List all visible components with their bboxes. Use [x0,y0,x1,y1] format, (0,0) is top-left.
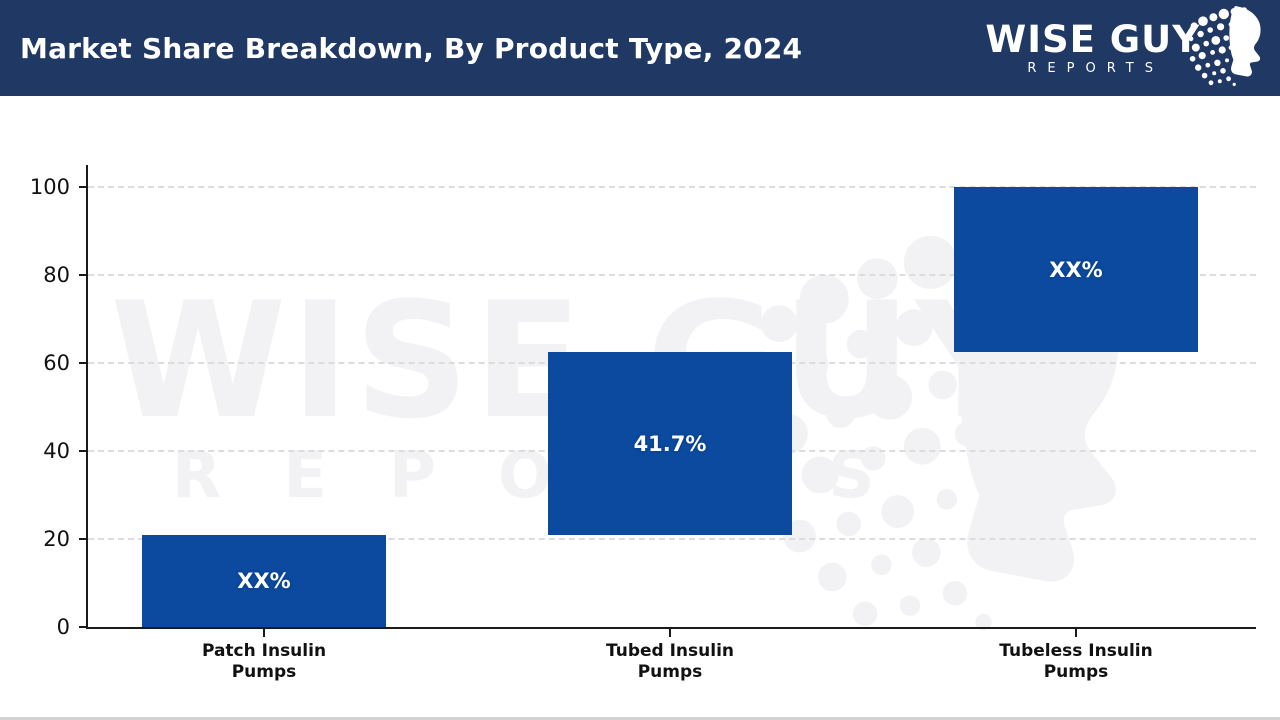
y-tick-label-100: 100 [29,175,70,199]
y-tick-label-80: 80 [43,263,70,287]
bottom-border [0,717,1280,720]
y-axis-line [86,165,88,629]
wise-guy-reports-logo: WISE GUY REPORTS [985,0,1272,96]
x-tick-1 [669,629,671,637]
logo-dot-head-icon [1188,6,1261,86]
y-tick-100 [79,186,88,188]
gridline-100 [88,186,1256,188]
bar-1 [548,352,792,536]
y-tick-20 [79,538,88,540]
gridline-20 [88,538,1256,540]
y-tick-label-40: 40 [43,439,70,463]
bar-value-label-2: XX% [1049,257,1103,282]
logo-wordmark: WISE GUY [985,18,1200,61]
bar-value-label-1: 41.7% [633,431,707,456]
y-tick-label-20: 20 [43,527,70,551]
category-label-0: Patch Insulin Pumps [201,641,327,682]
x-axis-line [86,627,1256,629]
bar-value-label-0: XX% [237,569,291,594]
bar-2 [954,187,1198,352]
y-tick-80 [79,274,88,276]
gridline-80 [88,274,1256,276]
y-tick-60 [79,362,88,364]
page-title: Market Share Breakdown, By Product Type,… [20,31,803,65]
y-tick-label-60: 60 [43,351,70,375]
bar-0 [142,535,386,627]
category-label-1: Tubed Insulin Pumps [605,641,735,682]
x-tick-2 [1075,629,1077,637]
y-tick-40 [79,450,88,452]
y-tick-0 [79,626,88,628]
category-label-2: Tubeless Insulin Pumps [999,641,1153,682]
y-tick-label-0: 0 [56,615,70,639]
x-tick-0 [263,629,265,637]
logo-text: WISE GUY REPORTS [985,21,1200,75]
logo-subtext: REPORTS [1027,61,1164,76]
header-bar: Market Share Breakdown, By Product Type,… [0,0,1280,96]
